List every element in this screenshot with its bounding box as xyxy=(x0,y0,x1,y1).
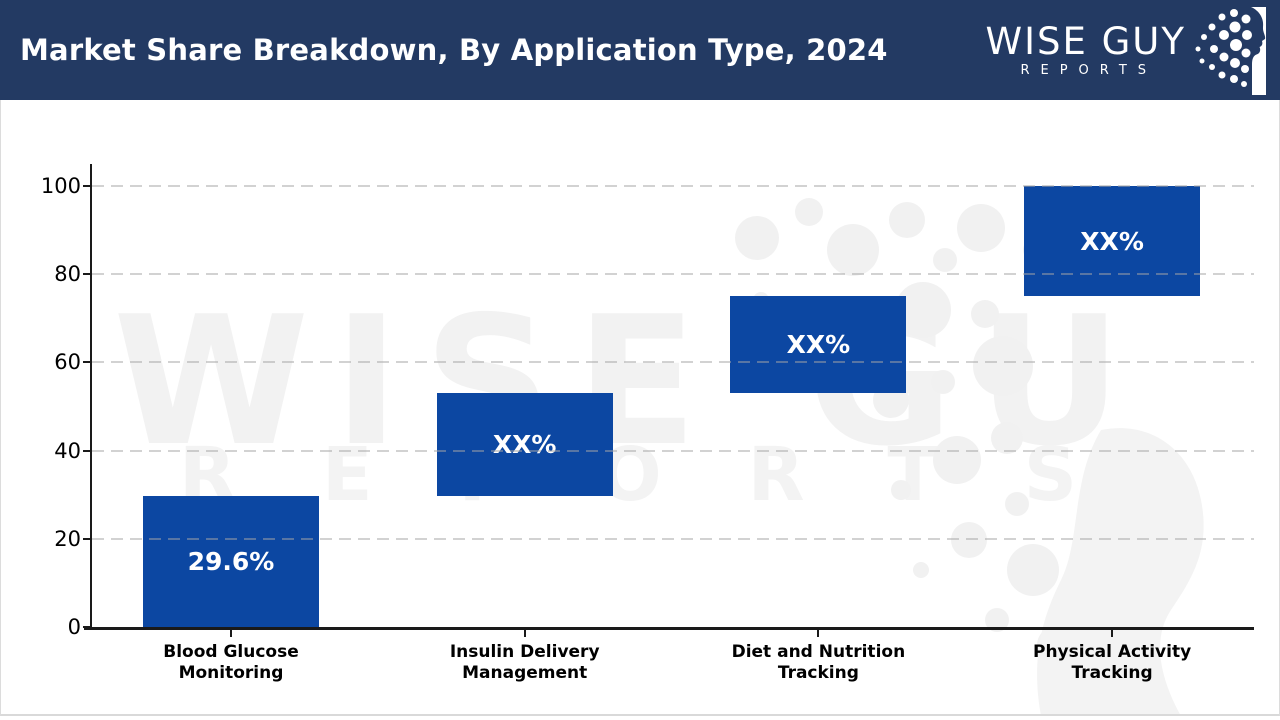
x-axis-category-label: Diet and Nutrition Tracking xyxy=(668,642,968,684)
bar-value-label: XX% xyxy=(786,330,851,360)
x-axis-category-label: Physical Activity Tracking xyxy=(962,642,1262,684)
bar-value-label: 29.6% xyxy=(187,547,275,577)
x-axis-category-label: Insulin Delivery Management xyxy=(375,642,675,684)
wiseguy-face-icon xyxy=(1195,7,1266,95)
y-axis-tick xyxy=(83,185,90,187)
y-axis-tick-label: 100 xyxy=(40,174,81,198)
bar-segment: XX% xyxy=(436,393,613,497)
header-bar: Market Share Breakdown, By Application T… xyxy=(0,0,1280,100)
wiseguy-logo-wordmark: WISE GUY xyxy=(985,19,1186,63)
chart-canvas: WISE GU REPORTS 29.6% Blood Glucose Monito… xyxy=(0,100,1280,716)
gridline xyxy=(92,185,1254,187)
gridline xyxy=(92,449,1254,452)
bar-value-label: XX% xyxy=(492,430,557,460)
bar-segment: XX% xyxy=(1024,186,1201,297)
y-axis-tick-label: 20 xyxy=(54,526,81,551)
x-axis-category-label-line: Management xyxy=(462,663,588,683)
x-axis-tick xyxy=(1111,630,1114,637)
bar-segment: 29.6% xyxy=(143,496,319,627)
y-axis-tick-label: 80 xyxy=(54,262,81,287)
y-axis-tick-label: 60 xyxy=(54,350,81,375)
watermark-subtitle: REPORTS xyxy=(179,432,1164,518)
bar-value-label: XX% xyxy=(1080,226,1144,256)
x-axis-tick xyxy=(817,630,820,637)
gridline xyxy=(92,361,1254,364)
y-axis-tick xyxy=(83,537,90,540)
x-axis-category-label-line: Tracking xyxy=(1071,663,1153,683)
page-title: Market Share Breakdown, By Application T… xyxy=(20,33,888,67)
y-axis-tick-label: 0 xyxy=(67,615,81,639)
x-axis-category-label-line: Insulin Delivery xyxy=(449,642,600,662)
x-axis-category-label-line: Tracking xyxy=(777,663,859,683)
x-axis-category-label-line: Physical Activity xyxy=(1032,642,1192,662)
x-axis-category-label-line: Monitoring xyxy=(178,663,284,683)
x-axis-tick xyxy=(523,630,526,637)
x-axis-line xyxy=(84,627,1254,630)
wiseguy-logo-text: WISE GUY REPORTS xyxy=(985,19,1186,78)
x-axis-category-label-line: Blood Glucose xyxy=(163,642,299,662)
gridline xyxy=(92,273,1254,276)
gridline xyxy=(92,537,1254,540)
wiseguy-logo-subtitle: REPORTS xyxy=(1020,62,1158,78)
y-axis-line xyxy=(90,163,92,630)
y-axis-tick xyxy=(83,273,90,276)
y-axis-tick xyxy=(83,361,90,364)
x-axis-tick xyxy=(230,630,232,637)
x-axis-category-label-line: Diet and Nutrition xyxy=(731,642,906,662)
y-axis-tick xyxy=(83,449,90,452)
wiseguy-logo: WISE GUY REPORTS xyxy=(986,5,1280,95)
bar-segment: XX% xyxy=(730,296,907,394)
y-axis-tick-label: 40 xyxy=(54,438,81,463)
x-axis-category-label: Blood Glucose Monitoring xyxy=(81,642,381,684)
watermark-dots-face xyxy=(735,198,1204,714)
